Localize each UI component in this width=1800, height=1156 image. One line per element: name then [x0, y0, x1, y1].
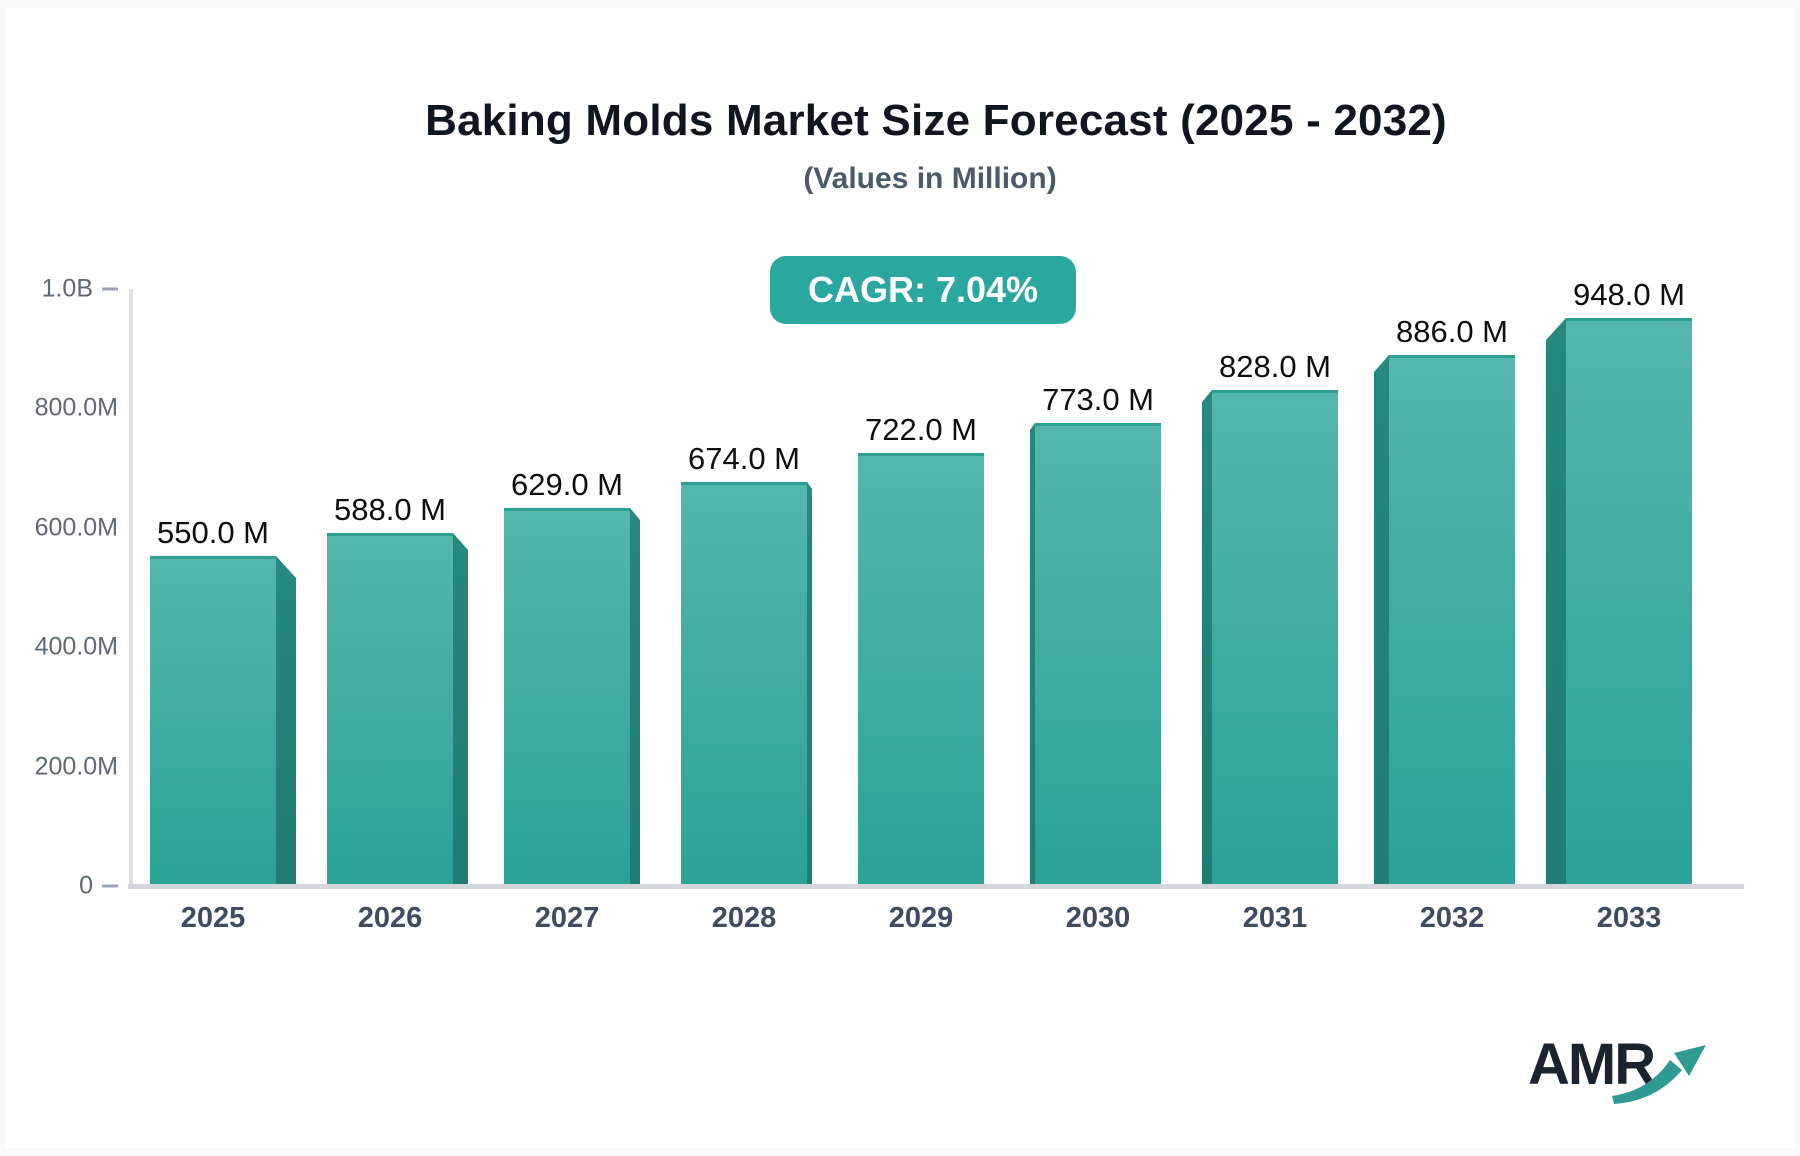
bar-value-label-2030: 773.0 M: [1041, 382, 1155, 417]
bar-value-label-2028: 674.0 M: [687, 441, 801, 476]
x-axis-label-2029: 2029: [888, 902, 954, 934]
y-tick-200.0M: 200.0M: [0, 753, 136, 782]
x-axis-label-2030: 2030: [1065, 902, 1131, 934]
y-tick-400.0M: 400.0M: [0, 633, 136, 662]
y-tick-label: 200.0M: [34, 752, 118, 781]
amr-logo-text: AMR: [1528, 1032, 1656, 1097]
x-axis-line: [128, 884, 1744, 889]
y-tick-label: 400.0M: [34, 632, 118, 661]
bar-2031: [1212, 390, 1338, 884]
y-tick-dash: [102, 884, 118, 888]
chart-subtitle: (Values in Million): [803, 162, 1057, 195]
x-axis-label-2026: 2026: [357, 902, 423, 934]
y-tick-0: 0: [0, 872, 118, 901]
bar-2033: [1566, 318, 1692, 884]
x-axis-label-2028: 2028: [711, 902, 777, 934]
x-axis-label-2025: 2025: [180, 902, 246, 934]
y-tick-label: 800.0M: [34, 393, 118, 422]
growth-arrow-icon: [1612, 1045, 1706, 1104]
x-axis-label-2032: 2032: [1419, 902, 1485, 934]
y-tick-1.0B: 1.0B: [0, 275, 118, 304]
y-tick-dash: [102, 287, 118, 291]
bar-value-label-2031: 828.0 M: [1218, 349, 1332, 384]
bar-value-label-2032: 886.0 M: [1395, 314, 1509, 349]
y-tick-label: 600.0M: [34, 513, 118, 542]
cagr-label: CAGR: 7.04%: [807, 269, 1039, 310]
bar-2025: [150, 556, 276, 884]
bar-side-2028: [807, 482, 812, 884]
bar-2026: [327, 533, 453, 884]
bar-side-2031: [1202, 390, 1212, 884]
bar-value-label-2029: 722.0 M: [864, 412, 978, 447]
bar-2030: [1035, 423, 1161, 884]
bar-side-2030: [1030, 423, 1035, 884]
bar-2032: [1389, 355, 1515, 884]
bar-side-2026: [453, 533, 468, 884]
bar-2027: [504, 508, 630, 884]
y-tick-label: 1.0B: [41, 274, 93, 303]
y-tick-800.0M: 800.0M: [0, 394, 136, 423]
bar-2028: [681, 482, 807, 884]
y-axis-line: [129, 289, 133, 885]
bar-side-2025: [276, 556, 296, 884]
y-tick-label: 0: [79, 871, 93, 900]
x-axis-label-2031: 2031: [1242, 902, 1308, 934]
bar-2029: [858, 453, 984, 884]
bar-value-label-2026: 588.0 M: [333, 492, 447, 527]
bar-value-label-2025: 550.0 M: [156, 515, 270, 550]
bar-value-label-2033: 948.0 M: [1572, 277, 1686, 312]
amr-logo: AMR: [1528, 1025, 1728, 1125]
x-axis-label-2033: 2033: [1596, 902, 1662, 934]
bar-side-2033: [1546, 318, 1566, 884]
chart-title: Baking Molds Market Size Forecast (2025 …: [425, 96, 1447, 145]
y-tick-600.0M: 600.0M: [0, 514, 136, 543]
bar-value-label-2027: 629.0 M: [510, 467, 624, 502]
cagr-badge: CAGR: 7.04%: [769, 256, 1077, 324]
x-axis-label-2027: 2027: [534, 902, 600, 934]
bar-side-2032: [1374, 355, 1389, 884]
bar-side-2027: [630, 508, 640, 884]
